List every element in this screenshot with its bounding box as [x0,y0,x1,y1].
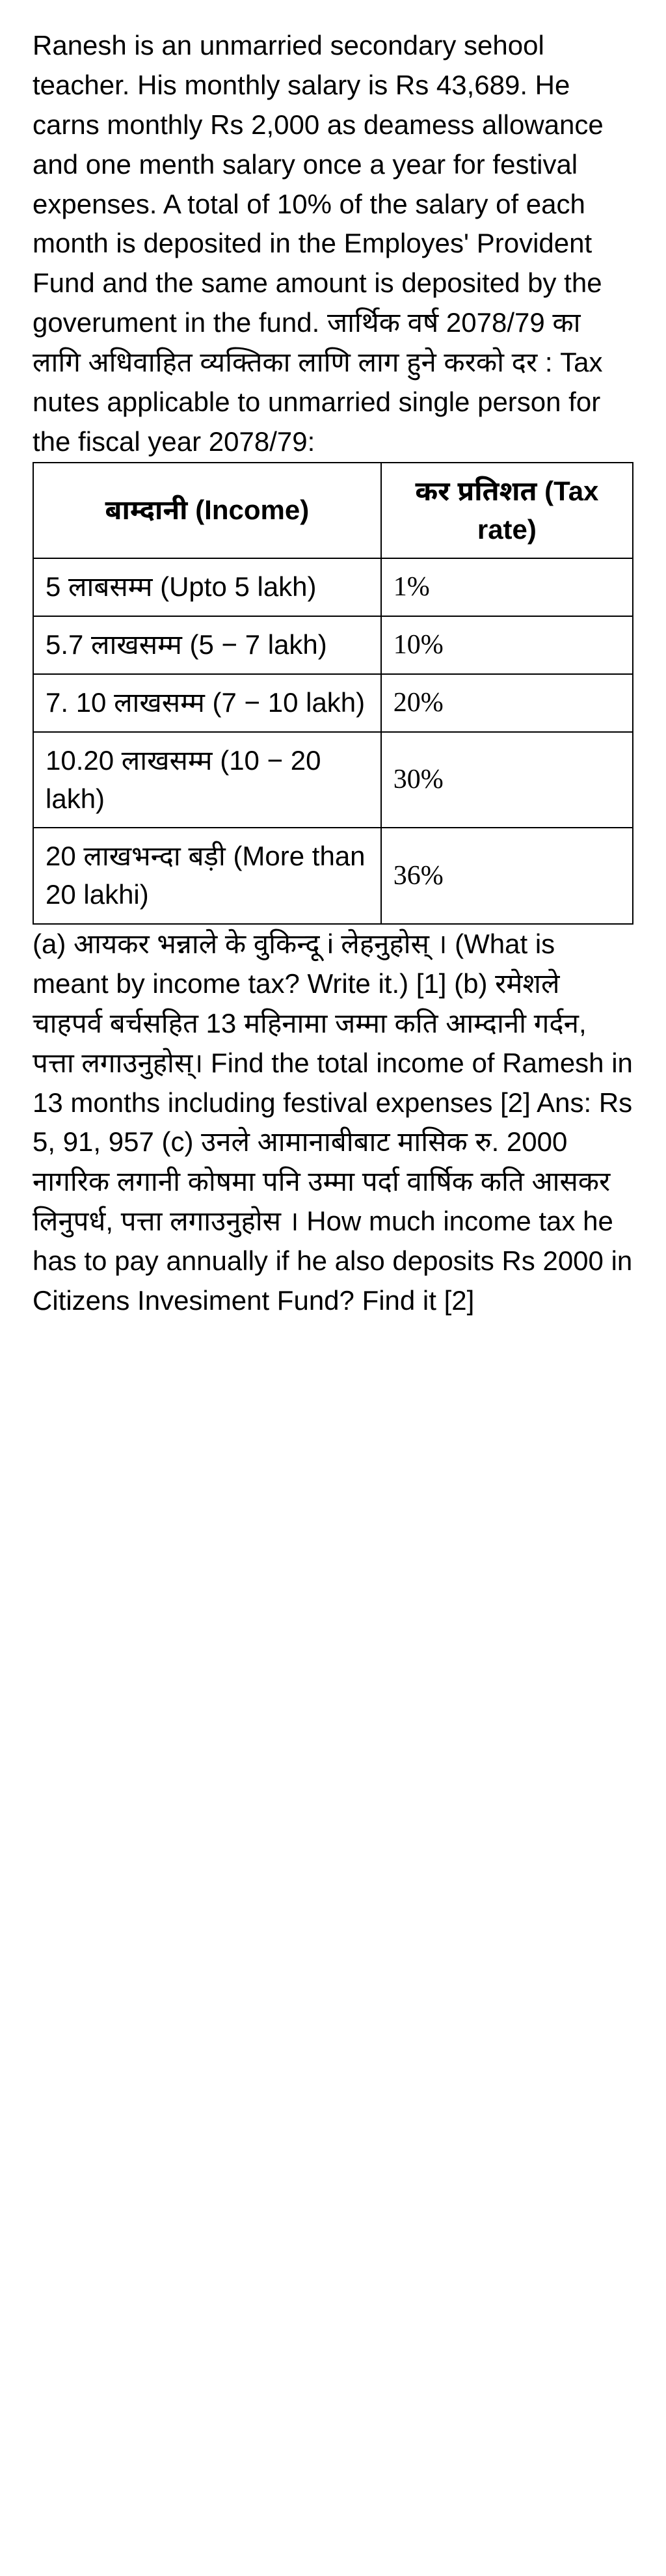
cell-rate: 36% [381,828,633,924]
table-header-row: बाम्दानी (Income) कर प्रतिशत (Tax rate) [33,463,633,559]
table-row: 20 लाखभन्दा बड़ी (More than 20 lakhi) 36… [33,828,633,924]
header-rate: कर प्रतिशत (Tax rate) [381,463,633,559]
cell-rate: 30% [381,732,633,828]
header-income: बाम्दानी (Income) [33,463,381,559]
tax-rate-table: बाम्दानी (Income) कर प्रतिशत (Tax rate) … [33,462,633,925]
cell-income: 20 लाखभन्दा बड़ी (More than 20 lakhi) [33,828,381,924]
cell-income: 7. 10 लाखसम्म (7 − 10 lakh) [33,674,381,732]
cell-rate: 20% [381,674,633,732]
table-row: 5 लाबसम्म (Upto 5 lakh) 1% [33,558,633,616]
cell-rate: 10% [381,616,633,674]
table-row: 7. 10 लाखसम्म (7 − 10 lakh) 20% [33,674,633,732]
cell-income: 5.7 लाखसम्म (5 − 7 lakh) [33,616,381,674]
problem-intro: Ranesh is an unmarried secondary sehool … [33,26,633,462]
questions-block: (a) आयकर भन्नाले के वुकिन्दू i लेहनुहोस्… [33,925,633,1321]
cell-rate: 1% [381,558,633,616]
table-row: 10.20 लाखसम्म (10 − 20 lakh) 30% [33,732,633,828]
cell-income: 5 लाबसम्म (Upto 5 lakh) [33,558,381,616]
cell-income: 10.20 लाखसम्म (10 − 20 lakh) [33,732,381,828]
table-row: 5.7 लाखसम्म (5 − 7 lakh) 10% [33,616,633,674]
